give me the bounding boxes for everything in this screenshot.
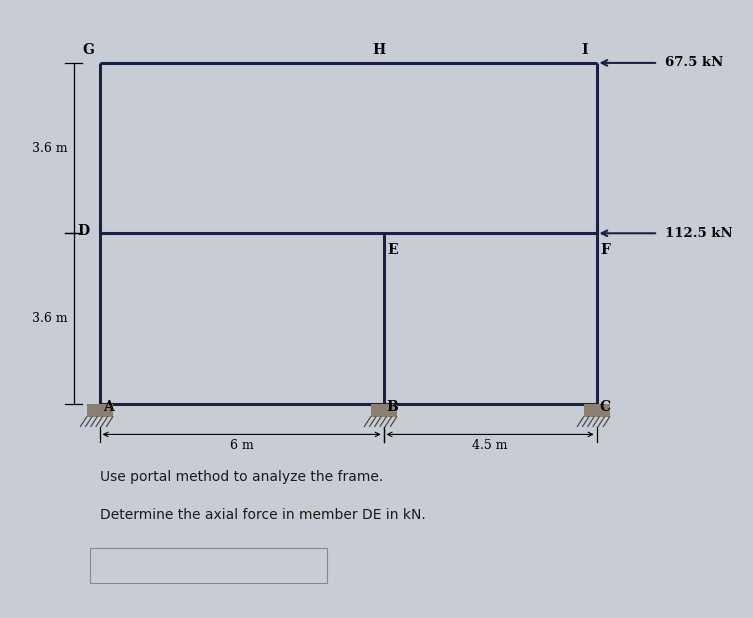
Text: 112.5 kN: 112.5 kN [665,227,733,240]
Text: F: F [600,243,610,257]
Text: B: B [386,400,398,415]
Text: C: C [599,400,611,415]
Text: Determine the axial force in member DE in kN.: Determine the axial force in member DE i… [99,508,425,522]
Text: H: H [372,43,386,57]
Text: A: A [103,400,114,415]
Text: 6 m: 6 m [230,439,254,452]
Text: G: G [82,43,94,57]
Text: I: I [581,43,588,57]
Text: 4.5 m: 4.5 m [472,439,508,452]
Text: E: E [387,243,398,257]
Text: 3.6 m: 3.6 m [32,142,68,154]
Text: Use portal method to analyze the frame.: Use portal method to analyze the frame. [99,470,383,484]
Text: 3.6 m: 3.6 m [32,312,68,325]
Bar [370,404,397,417]
Bar [90,548,327,583]
Text: D: D [77,224,89,238]
Bar [87,404,113,417]
Bar [584,404,610,417]
Text: 67.5 kN: 67.5 kN [665,56,724,69]
